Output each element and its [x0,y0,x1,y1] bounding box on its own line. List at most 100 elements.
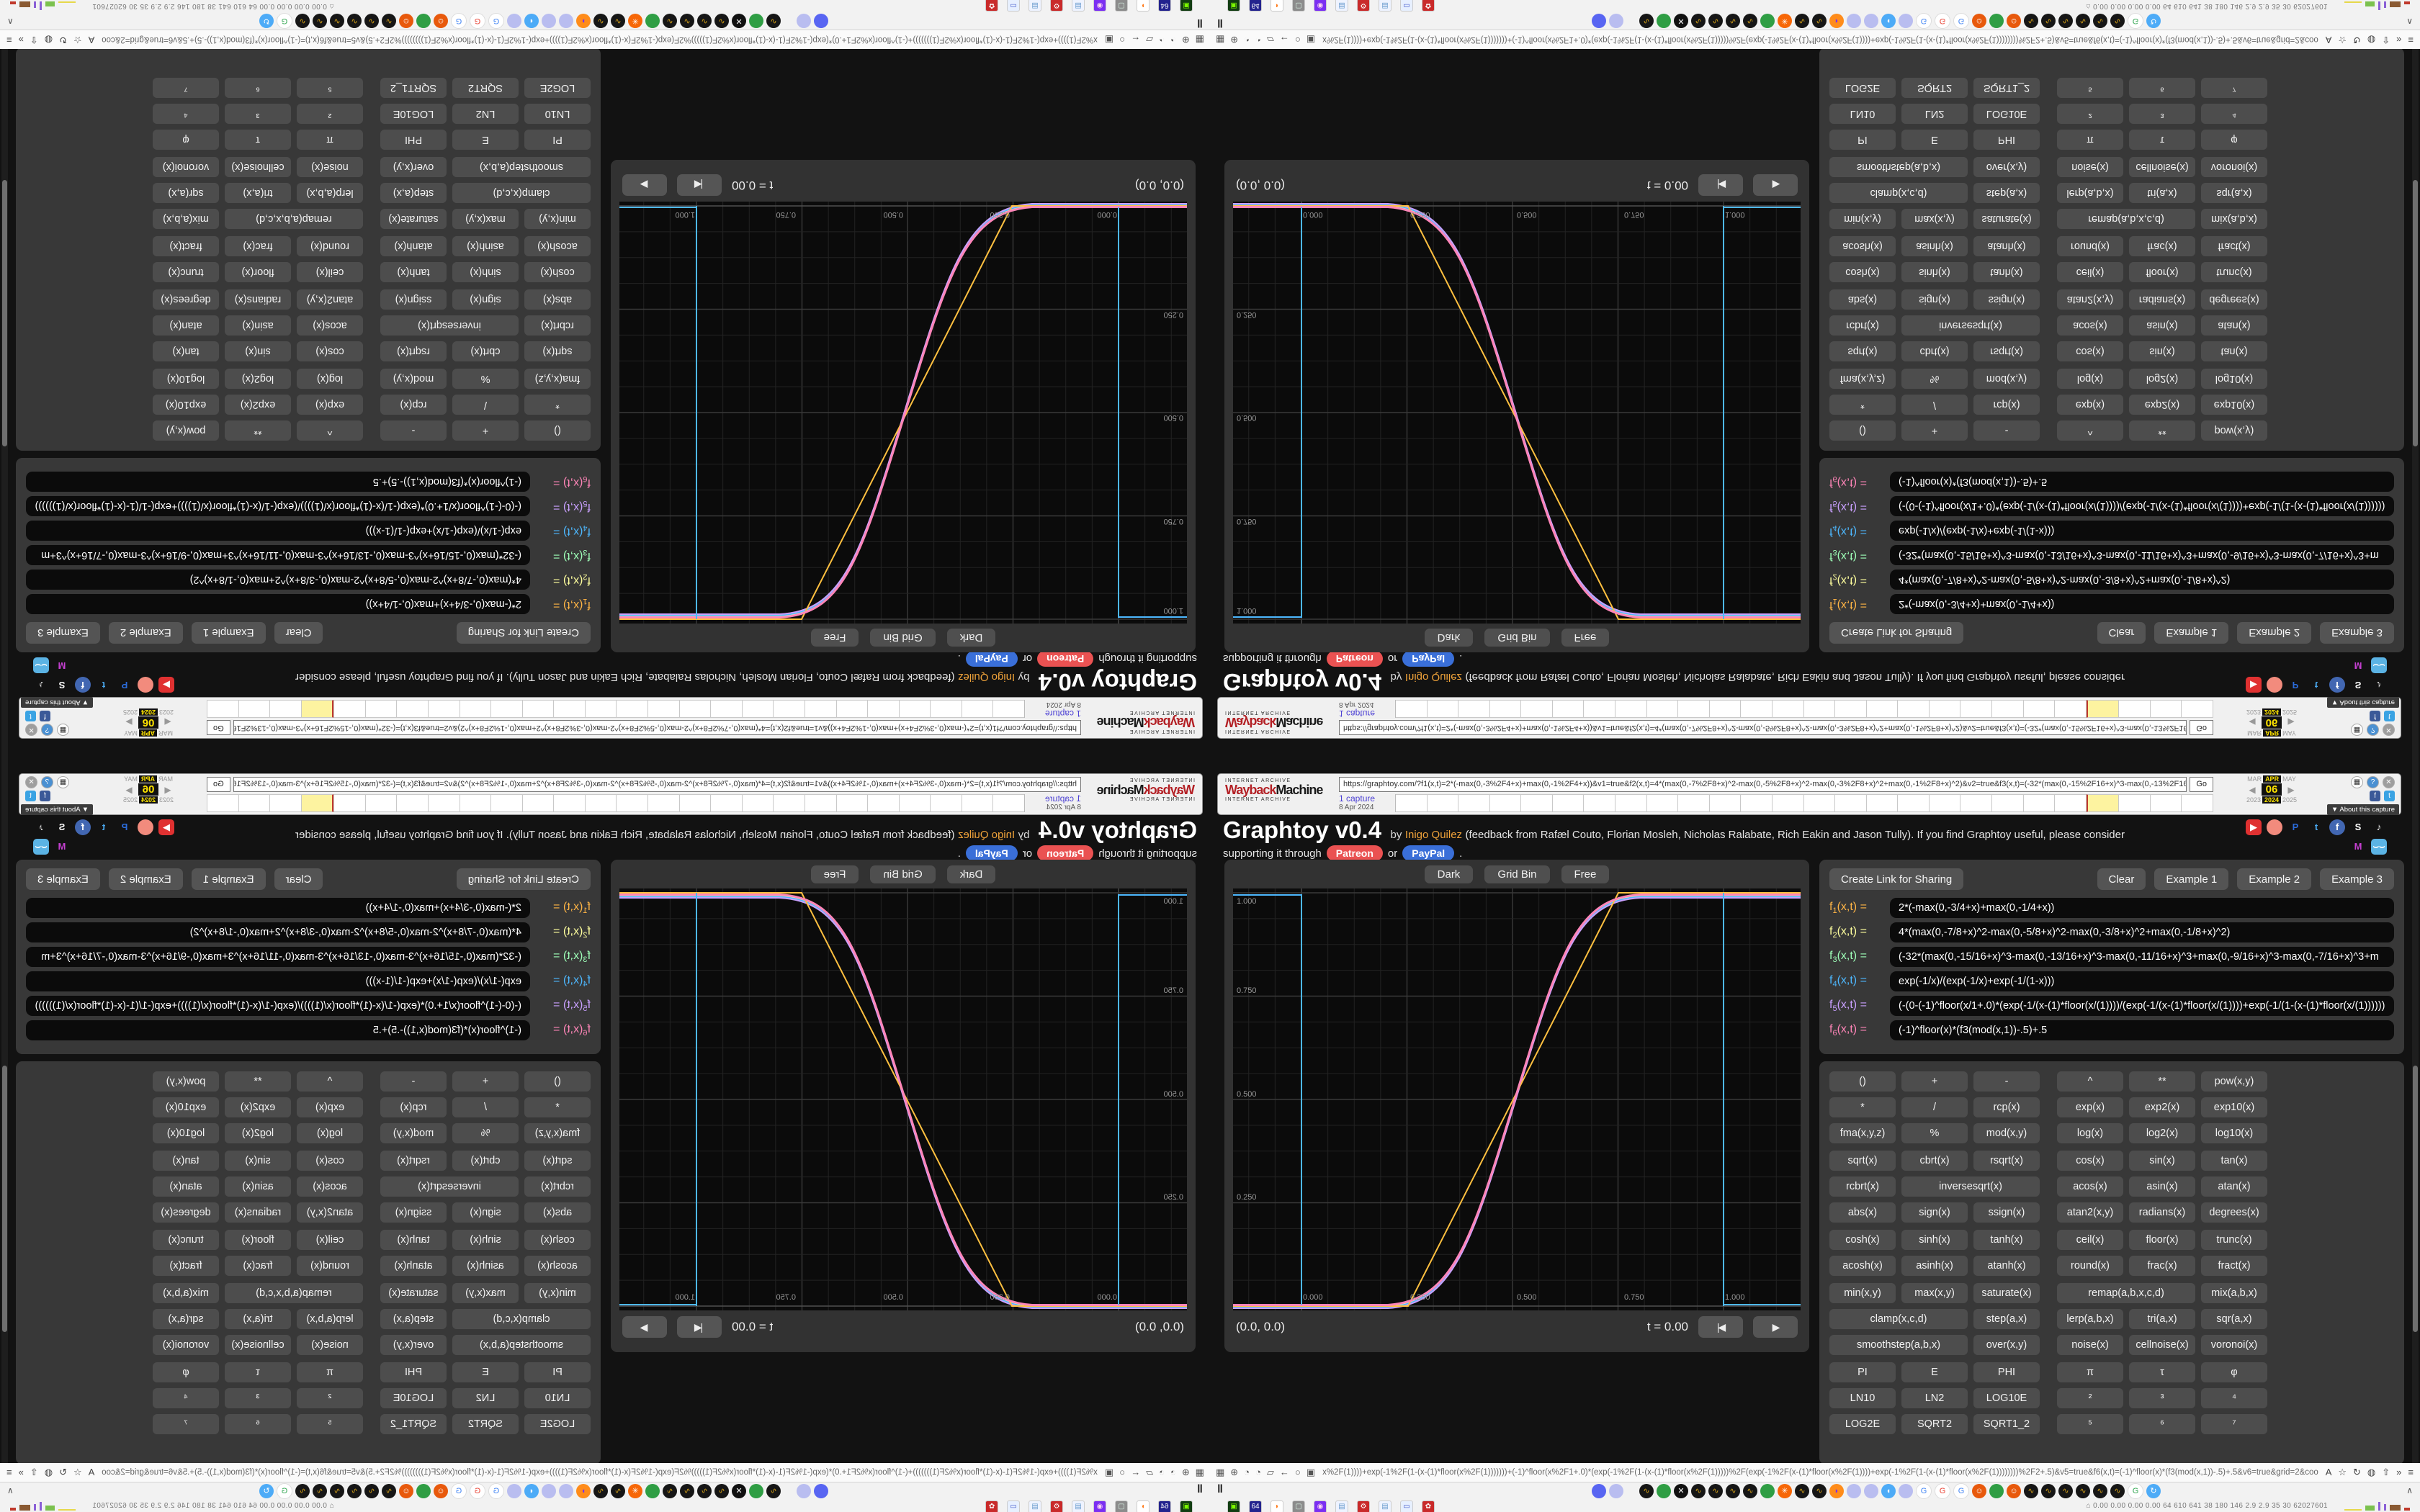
face-favicon[interactable]: ☺ [434,1484,448,1498]
tabs-overflow-caret[interactable]: ∧ [7,1485,14,1495]
addressbar-icon[interactable]: ▦ [1216,35,1225,45]
google-favicon[interactable]: G [277,1483,292,1499]
calendar-cell[interactable] [2023,700,2056,718]
calendar-cell[interactable] [2086,794,2120,812]
keyboard-button[interactable]: ⁶ [225,1414,291,1434]
keyboard-button[interactable]: exp(x) [297,1097,363,1117]
keyboard-button[interactable]: LN2 [1901,104,1968,124]
gear-app-icon[interactable]: ⚙ [1050,0,1063,12]
wayback-calendar-strip[interactable] [206,700,1025,718]
keyboard-button[interactable]: LN2 [452,104,519,124]
keyboard-button[interactable]: fract(x) [2201,236,2267,256]
calendar-cell[interactable] [553,700,585,718]
keyboard-button[interactable]: round(x) [297,1256,363,1276]
keyboard-button[interactable]: mod(x,y) [1973,1123,2040,1143]
addressbar-action-icon[interactable]: » [18,1467,24,1477]
formula-input-f1[interactable]: 2*(-max(0,-3/4+x)+max(0,-1/4+x)) [1890,594,2394,614]
calendar-cell[interactable] [1741,794,1773,812]
paypal-button[interactable]: PayPal [965,651,1018,667]
addressbar-action-icon[interactable]: ☆ [2338,35,2347,45]
time-play-button[interactable]: ▶ [622,174,667,196]
keyboard-button[interactable]: cbrt(x) [452,1151,519,1171]
addressbar-icon[interactable]: ← [1131,35,1141,45]
keyboard-button[interactable]: atan2(x,y) [297,1202,363,1223]
keyboard-button[interactable]: asin(x) [2129,1176,2195,1197]
time-rewind-button[interactable]: |◀ [677,1316,722,1338]
calendar-cell[interactable] [553,794,585,812]
keyboard-button[interactable]: asin(x) [2129,315,2195,336]
keyboard-button[interactable]: ⁷ [153,1414,219,1434]
graph-button-dark[interactable]: Dark [1424,865,1474,883]
facebook-icon[interactable]: f [75,819,91,835]
audio-favicon[interactable]: ∿ [1812,14,1827,28]
chat-favicon[interactable]: ◖ [1881,14,1896,28]
twitter-icon[interactable]: t [2314,680,2318,690]
lavender-favicon[interactable] [507,14,521,28]
sun-favicon[interactable]: ✳ [628,14,642,28]
notepad-app-icon[interactable]: ▤ [1028,1500,1041,1512]
toolbar-button-example-1[interactable]: Example 1 [2154,868,2229,890]
calendar-cell[interactable] [616,794,648,812]
addressbar-action-icon[interactable]: ⇧ [2382,1467,2390,1477]
keyboard-button[interactable]: sqr(a,x) [2201,1309,2267,1329]
wayback-go-button[interactable]: Go [207,720,230,735]
facebook-icon[interactable]: f [2329,677,2345,693]
keyboard-button[interactable]: inversesqrt(x) [380,1176,519,1197]
calendar-cell[interactable] [1646,700,1679,718]
keyboard-button[interactable]: ceil(x) [297,262,363,282]
audio-favicon[interactable]: ∿ [1708,1484,1723,1498]
keyboard-button[interactable]: ³ [225,104,291,124]
keyboard-button[interactable]: sinh(x) [452,1230,519,1250]
face-favicon[interactable]: ☺ [2007,1484,2021,1498]
addressbar-action-icon[interactable]: ⇧ [30,35,38,45]
google-favicon[interactable]: G [470,13,485,29]
next-capture-arrow[interactable]: ▶ [2287,784,2295,795]
wayback-years[interactable]: 2023 2024 2025 [2218,708,2326,716]
keyboard-button[interactable]: tri(a,x) [2129,183,2195,203]
keyboard-button[interactable]: ⁵ [297,78,363,98]
keyboard-button[interactable]: PHI [380,1362,447,1382]
month-mar[interactable]: MAR [158,729,173,737]
calendar-cell[interactable] [1866,700,1899,718]
keyboard-button[interactable]: noise(x) [2057,1335,2123,1355]
wayback-go-button[interactable]: Go [207,777,230,792]
formula-input-f6[interactable]: (-1)^floor(x)*(f3(mod(x,1))-.5)+.5 [1890,1020,2394,1040]
keyboard-button[interactable]: φ [153,1362,219,1382]
audio-favicon[interactable]: ∿ [2041,14,2056,28]
graph-button-grid-bin[interactable]: Grid Bin [1484,865,1550,883]
wayback-url-input[interactable]: https://graphtoy.com/?f1(x,t)=2*(-max(0,… [1339,720,2187,735]
floppy-app-icon[interactable]: 64 [1158,1500,1171,1512]
graph-button-free[interactable]: Free [1561,629,1610,647]
keyboard-button[interactable]: log(x) [2057,1123,2123,1143]
addressbar-icon[interactable]: ▣ [1104,35,1114,45]
keyboard-button[interactable]: floor(x) [2129,262,2195,282]
keyboard-button[interactable]: lerp(a,b,x) [2057,183,2123,203]
keyboard-button[interactable]: rcp(x) [380,395,447,415]
google-favicon[interactable]: G [451,1483,467,1499]
keyboard-button[interactable]: sign(x) [1901,289,1968,310]
calendar-cell[interactable] [647,700,679,718]
calendar-cell[interactable] [459,794,491,812]
keyboard-button[interactable]: / [1901,1097,1968,1117]
calendar-cell[interactable] [678,794,711,812]
addressbar-icon[interactable]: ○ [1294,35,1301,45]
audio-favicon[interactable]: ∿ [313,1484,327,1498]
addressbar-icon[interactable]: ◔ [1170,1467,1176,1477]
calendar-cell[interactable] [584,794,617,812]
keyboard-button[interactable]: asinh(x) [452,1256,519,1276]
year-2025[interactable]: 2025 [2282,708,2298,716]
keyboard-button[interactable]: asinh(x) [1901,236,1968,256]
keyboard-button[interactable]: saturate(x) [1973,1283,2040,1303]
tabs-overflow-caret[interactable]: ∧ [2406,17,2413,27]
lavender-favicon[interactable] [1864,1484,1878,1498]
keyboard-button[interactable]: SQRT1_2 [1973,78,2040,98]
keyboard-button[interactable]: voronoi(x) [2201,157,2267,177]
keyboard-button[interactable]: max(x,y) [1901,1283,1968,1303]
keyboard-button[interactable]: rcbrt(x) [1829,1176,1896,1197]
keyboard-button[interactable]: exp2(x) [2129,1097,2195,1117]
audio-favicon[interactable]: ∿ [295,1484,310,1498]
addressbar-icon[interactable]: ▦ [1195,35,1204,45]
addressbar-icon[interactable]: ◔ [1170,35,1176,45]
refresh-favicon[interactable]: ↻ [259,1484,274,1498]
keyboard-button[interactable]: ⁴ [153,1388,219,1408]
